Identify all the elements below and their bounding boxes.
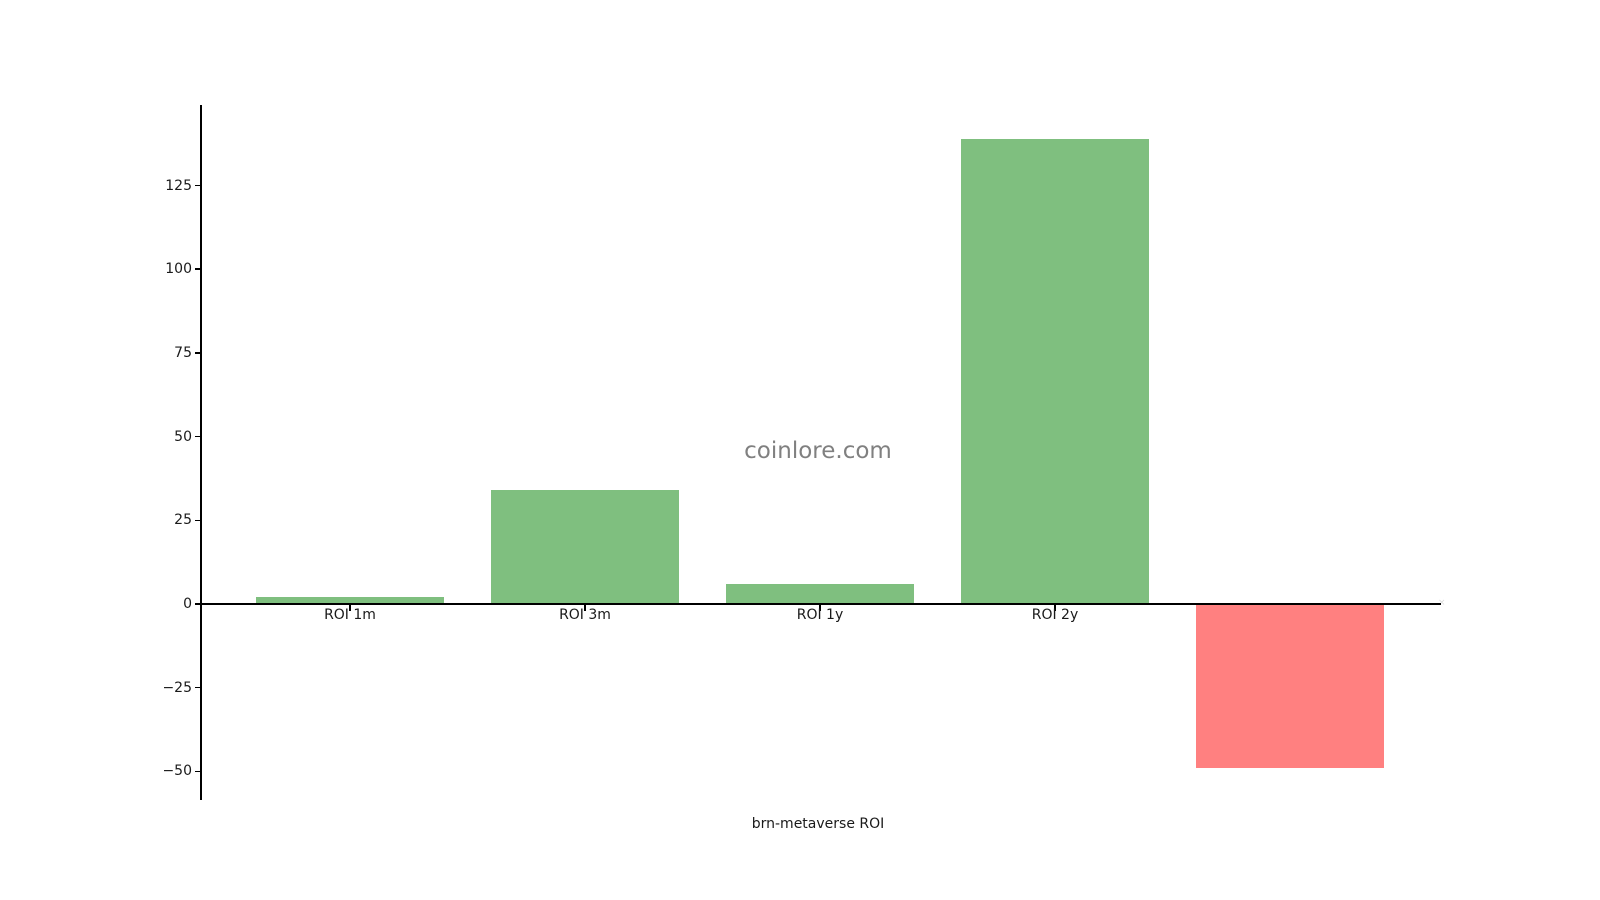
- y-tick-label: 25: [174, 512, 192, 529]
- y-tick-label: 50: [174, 428, 192, 445]
- y-tick-mark: [195, 184, 200, 187]
- x-tick-label: ROI 2y: [1031, 607, 1079, 623]
- bar-unlabeled: [1196, 604, 1384, 769]
- y-tick-label: 75: [174, 344, 192, 361]
- axis-end-artifact: ×: [1438, 598, 1446, 608]
- y-tick-mark: [195, 770, 200, 773]
- x-axis-zero-line: [200, 603, 1441, 605]
- x-tick-mark: [349, 604, 351, 611]
- y-tick-mark: [195, 686, 200, 689]
- y-tick-mark: [195, 435, 200, 438]
- y-tick-label: −25: [162, 679, 192, 696]
- bar-roi-3m: [491, 490, 679, 604]
- x-tick-label: ROI 1y: [796, 607, 844, 623]
- y-tick-mark: [195, 519, 200, 522]
- y-tick-label: −50: [162, 763, 192, 780]
- y-tick-mark: [195, 603, 200, 605]
- y-tick-mark: [195, 268, 200, 270]
- watermark-text: coinlore.com: [744, 438, 892, 464]
- y-tick-label: 125: [165, 177, 192, 194]
- y-tick-label: 100: [165, 261, 192, 278]
- chart-title: brn-metaverse ROI: [751, 816, 885, 832]
- x-tick-mark: [819, 604, 821, 611]
- bar-roi-1y: [726, 583, 914, 604]
- bar-roi-1m: [256, 597, 444, 604]
- x-tick-mark: [584, 604, 586, 611]
- y-tick-mark: [195, 352, 200, 354]
- x-tick-label: ROI 3m: [559, 607, 611, 623]
- x-tick-label: ROI 1m: [324, 607, 376, 623]
- x-tick-mark: [1054, 604, 1056, 611]
- y-tick-label: 0: [183, 596, 192, 612]
- y-axis-spine: [200, 105, 202, 800]
- bar-roi-2y: [961, 138, 1149, 604]
